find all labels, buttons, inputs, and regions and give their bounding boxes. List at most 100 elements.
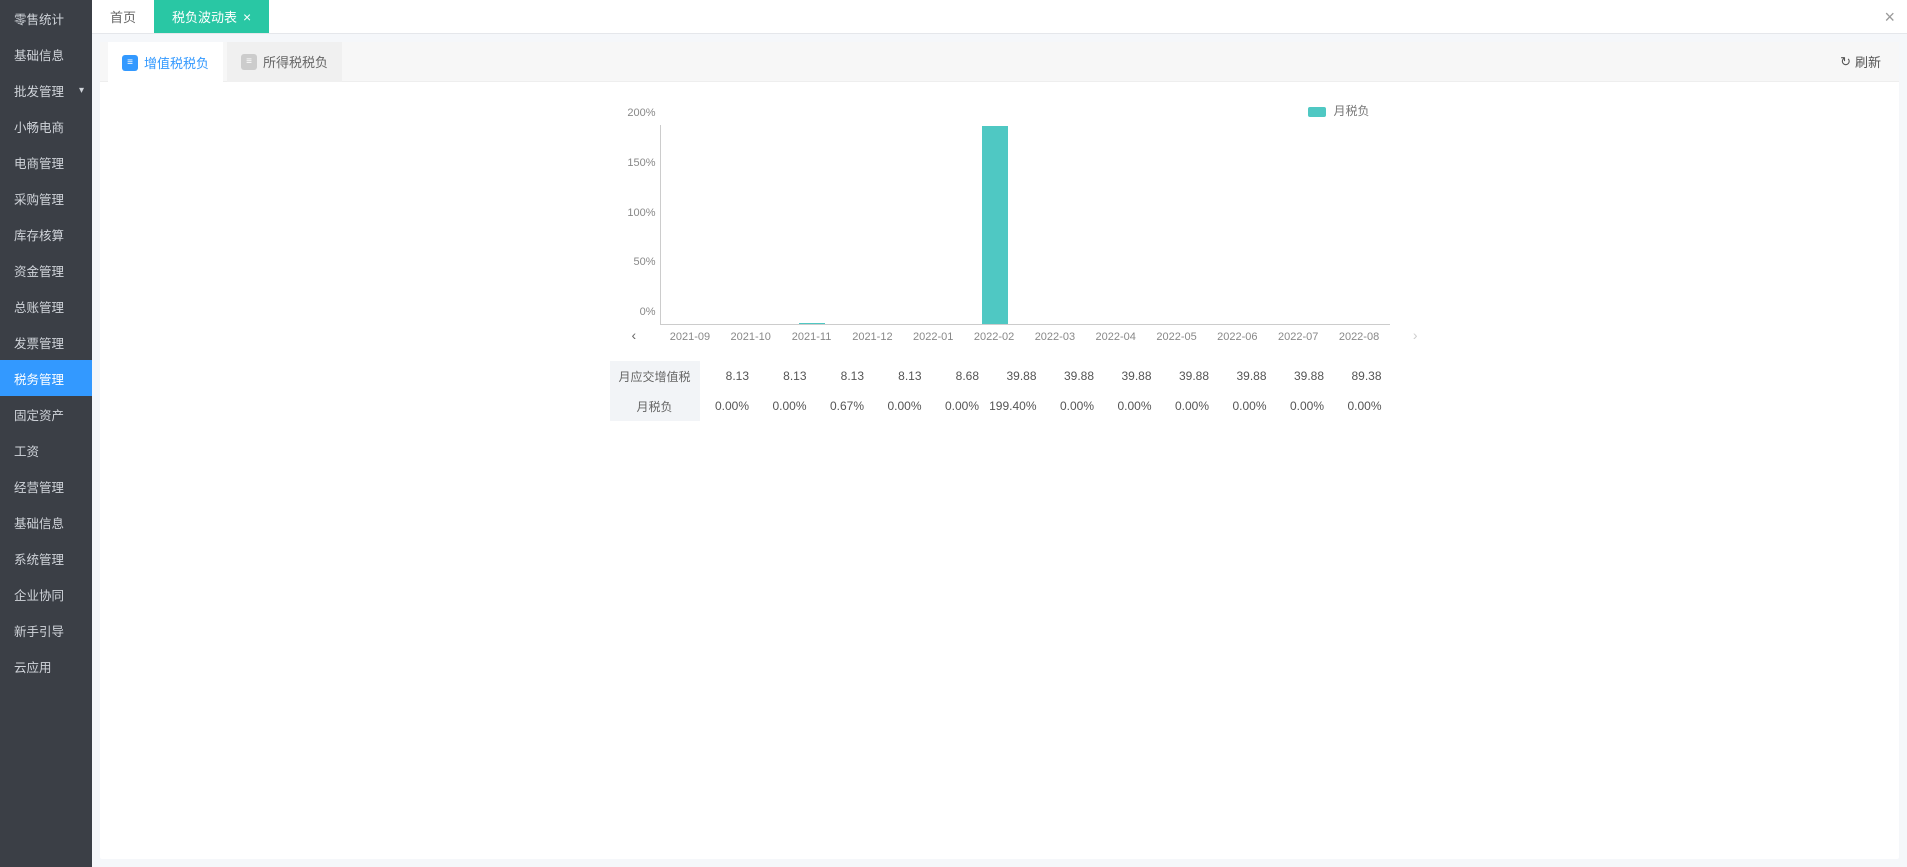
- sidebar-item[interactable]: 采购管理: [0, 180, 92, 216]
- sidebar-item-label: 税务管理: [14, 369, 64, 388]
- sidebar-item[interactable]: 基础信息: [0, 504, 92, 540]
- sidebar-item-label: 经营管理: [14, 477, 64, 496]
- sidebar-item[interactable]: 小畅电商: [0, 108, 92, 144]
- table-cell: 0.00%: [1275, 399, 1333, 413]
- sidebar-item[interactable]: 批发管理▾: [0, 72, 92, 108]
- table-cell: 39.88: [1045, 369, 1103, 383]
- table-cell: 0.67%: [815, 399, 873, 413]
- table-cell: 0.00%: [700, 399, 758, 413]
- x-tick-label: 2021-10: [720, 325, 781, 343]
- sidebar-item[interactable]: 企业协同: [0, 576, 92, 612]
- close-icon[interactable]: ×: [1878, 0, 1901, 34]
- table-cell: 199.40%: [987, 399, 1045, 413]
- refresh-icon: ↻: [1840, 54, 1851, 70]
- x-tick-label: 2022-03: [1024, 325, 1085, 343]
- table-cell: 89.38: [1332, 369, 1390, 383]
- sidebar-item-label: 基础信息: [14, 513, 64, 532]
- tab-label: 首页: [110, 7, 136, 26]
- y-tick-label: 200%: [611, 107, 656, 119]
- chevron-left-icon[interactable]: ‹: [632, 327, 637, 343]
- tab[interactable]: 税负波动表 ×: [154, 0, 269, 33]
- sidebar-item[interactable]: 库存核算: [0, 216, 92, 252]
- table-cell: 0.00%: [1045, 399, 1103, 413]
- subtab[interactable]: ≡增值税税负: [108, 42, 223, 82]
- sidebar-item-label: 发票管理: [14, 333, 64, 352]
- close-icon[interactable]: ×: [243, 9, 251, 25]
- y-tick-label: 0%: [611, 306, 656, 318]
- chart-bar: [799, 323, 825, 324]
- sidebar-item-label: 资金管理: [14, 261, 64, 280]
- chevron-right-icon[interactable]: ›: [1413, 327, 1418, 343]
- sidebar-item-label: 基础信息: [14, 45, 64, 64]
- table-cell: 8.13: [757, 369, 815, 383]
- table-cell: 8.68: [930, 369, 988, 383]
- sidebar-item-label: 新手引导: [14, 621, 64, 640]
- sidebar-item[interactable]: 零售统计: [0, 0, 92, 36]
- x-tick-label: 2022-08: [1329, 325, 1390, 343]
- y-tick-label: 50%: [611, 256, 656, 268]
- tab-label: 税负波动表: [172, 7, 237, 26]
- sidebar-item[interactable]: 新手引导: [0, 612, 92, 648]
- x-tick-label: 2021-12: [842, 325, 903, 343]
- x-axis: ‹ › 2021-092021-102021-112021-122022-012…: [660, 325, 1390, 343]
- table-cell: 8.13: [700, 369, 758, 383]
- table-cell: 0.00%: [1217, 399, 1275, 413]
- sidebar-item[interactable]: 工资: [0, 432, 92, 468]
- tabs-bar: 首页 税负波动表 × ×: [92, 0, 1907, 34]
- subtab[interactable]: ≡ 所得税税负: [227, 42, 342, 82]
- sidebar-item[interactable]: 经营管理: [0, 468, 92, 504]
- legend-swatch: [1308, 107, 1326, 117]
- table-cell: 39.88: [1275, 369, 1333, 383]
- sidebar: 零售统计基础信息批发管理▾小畅电商电商管理采购管理库存核算资金管理总账管理发票管…: [0, 0, 92, 867]
- subtab-row: ≡增值税税负≡所得税税负 ↻ 刷新: [100, 42, 1899, 82]
- table-row: 月税负0.00%0.00%0.67%0.00%0.00%199.40%0.00%…: [610, 391, 1390, 421]
- sidebar-item[interactable]: 固定资产: [0, 396, 92, 432]
- sidebar-item[interactable]: 基础信息: [0, 36, 92, 72]
- sidebar-item[interactable]: 发票管理: [0, 324, 92, 360]
- tab[interactable]: 首页: [92, 0, 154, 33]
- table-cell: 8.13: [815, 369, 873, 383]
- sidebar-item-label: 系统管理: [14, 549, 64, 568]
- row-header: 月税负: [610, 391, 700, 421]
- sidebar-item[interactable]: 系统管理: [0, 540, 92, 576]
- table-cell: 0.00%: [757, 399, 815, 413]
- sidebar-item[interactable]: 电商管理: [0, 144, 92, 180]
- refresh-button[interactable]: ↻ 刷新: [1840, 52, 1881, 71]
- table-cell: 0.00%: [1332, 399, 1390, 413]
- chart-legend: 月税负: [610, 102, 1390, 119]
- refresh-label: 刷新: [1855, 52, 1881, 71]
- chart-box: 月税负 0%50%100%150%200% ‹ › 2021-092021-10…: [610, 102, 1390, 343]
- subtab-icon: ≡: [122, 55, 138, 71]
- chart-bar: [982, 126, 1008, 324]
- sidebar-item[interactable]: 总账管理: [0, 288, 92, 324]
- x-tick-label: 2021-09: [660, 325, 721, 343]
- x-tick-label: 2022-02: [964, 325, 1025, 343]
- subtab-label: 所得税税负: [263, 52, 328, 71]
- sidebar-item[interactable]: 税务管理: [0, 360, 92, 396]
- sidebar-item[interactable]: 云应用: [0, 648, 92, 684]
- sidebar-item-label: 固定资产: [14, 405, 64, 424]
- x-tick-label: 2022-04: [1085, 325, 1146, 343]
- table-cell: 0.00%: [1160, 399, 1218, 413]
- sidebar-item-label: 电商管理: [14, 153, 64, 172]
- table-cell: 39.88: [987, 369, 1045, 383]
- x-tick-label: 2022-07: [1268, 325, 1329, 343]
- sidebar-item-label: 企业协同: [14, 585, 64, 604]
- x-tick-label: 2022-06: [1207, 325, 1268, 343]
- x-tick-label: 2022-01: [903, 325, 964, 343]
- chevron-down-icon: ▾: [79, 85, 84, 96]
- row-header: 月应交增值税: [610, 361, 700, 391]
- x-tick-label: 2022-05: [1146, 325, 1207, 343]
- sidebar-item[interactable]: 资金管理: [0, 252, 92, 288]
- sidebar-item-label: 采购管理: [14, 189, 64, 208]
- y-tick-label: 150%: [611, 157, 656, 169]
- x-tick-label: 2021-11: [781, 325, 842, 343]
- subtab-icon: ≡: [241, 54, 257, 70]
- sidebar-item-label: 总账管理: [14, 297, 64, 316]
- table-cell: 0.00%: [1102, 399, 1160, 413]
- chart-wrap: 月税负 0%50%100%150%200% ‹ › 2021-092021-10…: [100, 82, 1899, 859]
- sidebar-item-label: 工资: [14, 441, 39, 460]
- sidebar-item-label: 零售统计: [14, 9, 64, 28]
- sidebar-item-label: 云应用: [14, 657, 52, 676]
- table-cell: 0.00%: [930, 399, 988, 413]
